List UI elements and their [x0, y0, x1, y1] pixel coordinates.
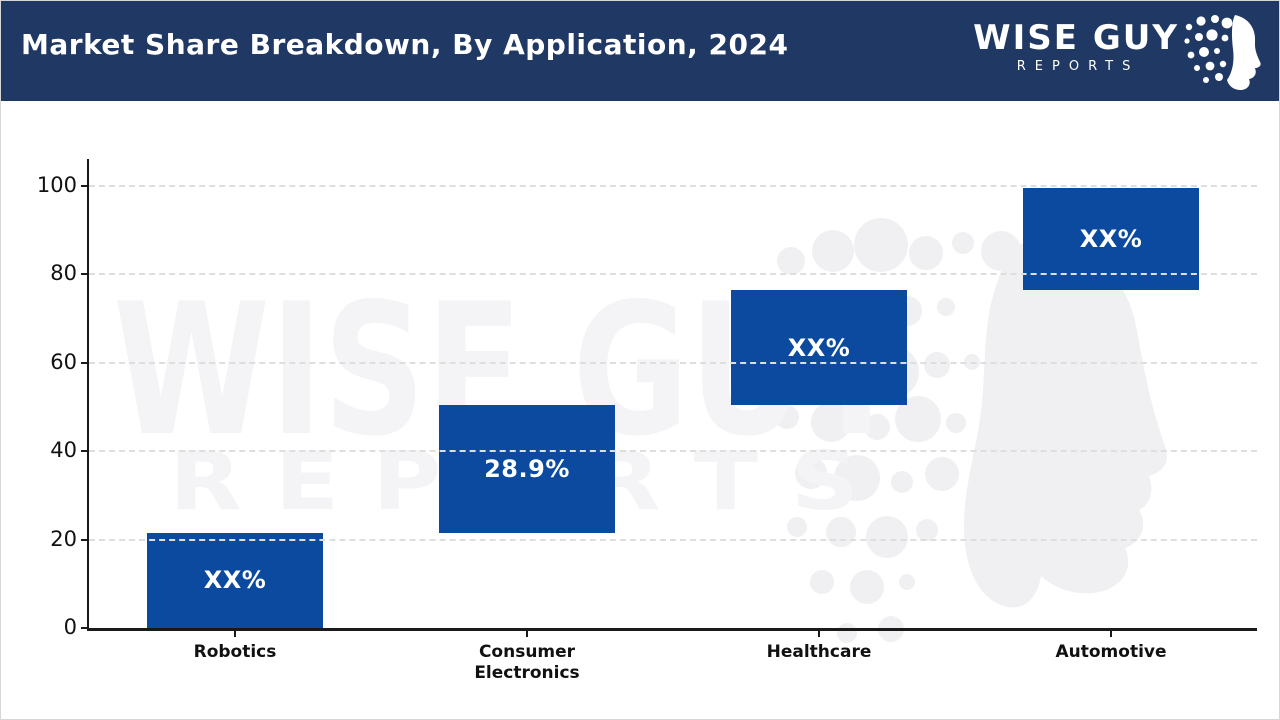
x-category-label-1: Consumer Electronics	[417, 642, 637, 685]
y-tick-label-20: 20	[50, 526, 77, 551]
y-axis-line	[87, 159, 89, 631]
page-title: Market Share Breakdown, By Application, …	[21, 27, 789, 61]
watermark-head-face	[963, 241, 1167, 608]
brand-subtitle: REPORTS	[1016, 59, 1140, 74]
x-category-label-line: Robotics	[193, 642, 277, 662]
y-tick-label-100: 100	[36, 173, 77, 197]
gridline-100	[89, 185, 1257, 187]
header: Market Share Breakdown, By Application, …	[1, 1, 1279, 101]
x-category-label-0: Robotics	[125, 642, 345, 663]
watermark-head-dots	[769, 218, 1021, 643]
bar-consumer-electronics: 28.9%	[439, 404, 615, 533]
x-category-label-line: Electronics	[474, 663, 580, 684]
y-tick-100	[81, 185, 89, 187]
y-tick-label-40: 40	[50, 438, 77, 463]
bar-value-label: 28.9%	[484, 454, 570, 483]
y-tick-label-60: 60	[50, 349, 77, 374]
bar-value-label: XX%	[203, 566, 267, 595]
x-tick-1	[526, 628, 528, 637]
x-category-label-line: Healthcare	[766, 642, 872, 662]
y-tick-80	[81, 273, 89, 276]
x-category-label-3: Automotive	[1001, 642, 1221, 663]
brand-name: WISE GUY	[973, 18, 1179, 58]
x-category-label-line: Automotive	[1055, 642, 1167, 662]
x-axis-line	[87, 628, 1257, 631]
bar-value-label: XX%	[787, 333, 851, 362]
y-tick-label-0: 0	[63, 615, 77, 639]
brand-head-icon	[1184, 15, 1261, 91]
x-tick-2	[818, 628, 820, 637]
x-tick-3	[1110, 628, 1112, 637]
y-tick-label-80: 80	[50, 261, 77, 286]
gridline-40	[89, 450, 1257, 453]
bar-healthcare: XX%	[731, 290, 907, 405]
bar-value-label: XX%	[1079, 225, 1143, 254]
x-category-label-line: Consumer	[478, 642, 576, 662]
x-tick-0	[234, 628, 236, 637]
gridline-80	[89, 273, 1257, 276]
gridline-60	[89, 361, 1257, 364]
brand-logo: WISE GUY REPORTS	[973, 11, 1265, 95]
brand-logo-text: WISE GUY REPORTS	[973, 21, 1179, 74]
chart-area: WISE GUY R E P O R T S 020406080100XX%28…	[1, 101, 1279, 719]
y-tick-40	[81, 450, 89, 453]
gridline-20	[89, 538, 1257, 541]
y-tick-20	[81, 538, 89, 541]
x-category-label-2: Healthcare	[709, 642, 929, 663]
y-tick-60	[81, 361, 89, 364]
bar-robotics: XX%	[147, 532, 323, 628]
y-tick-0	[81, 627, 89, 629]
